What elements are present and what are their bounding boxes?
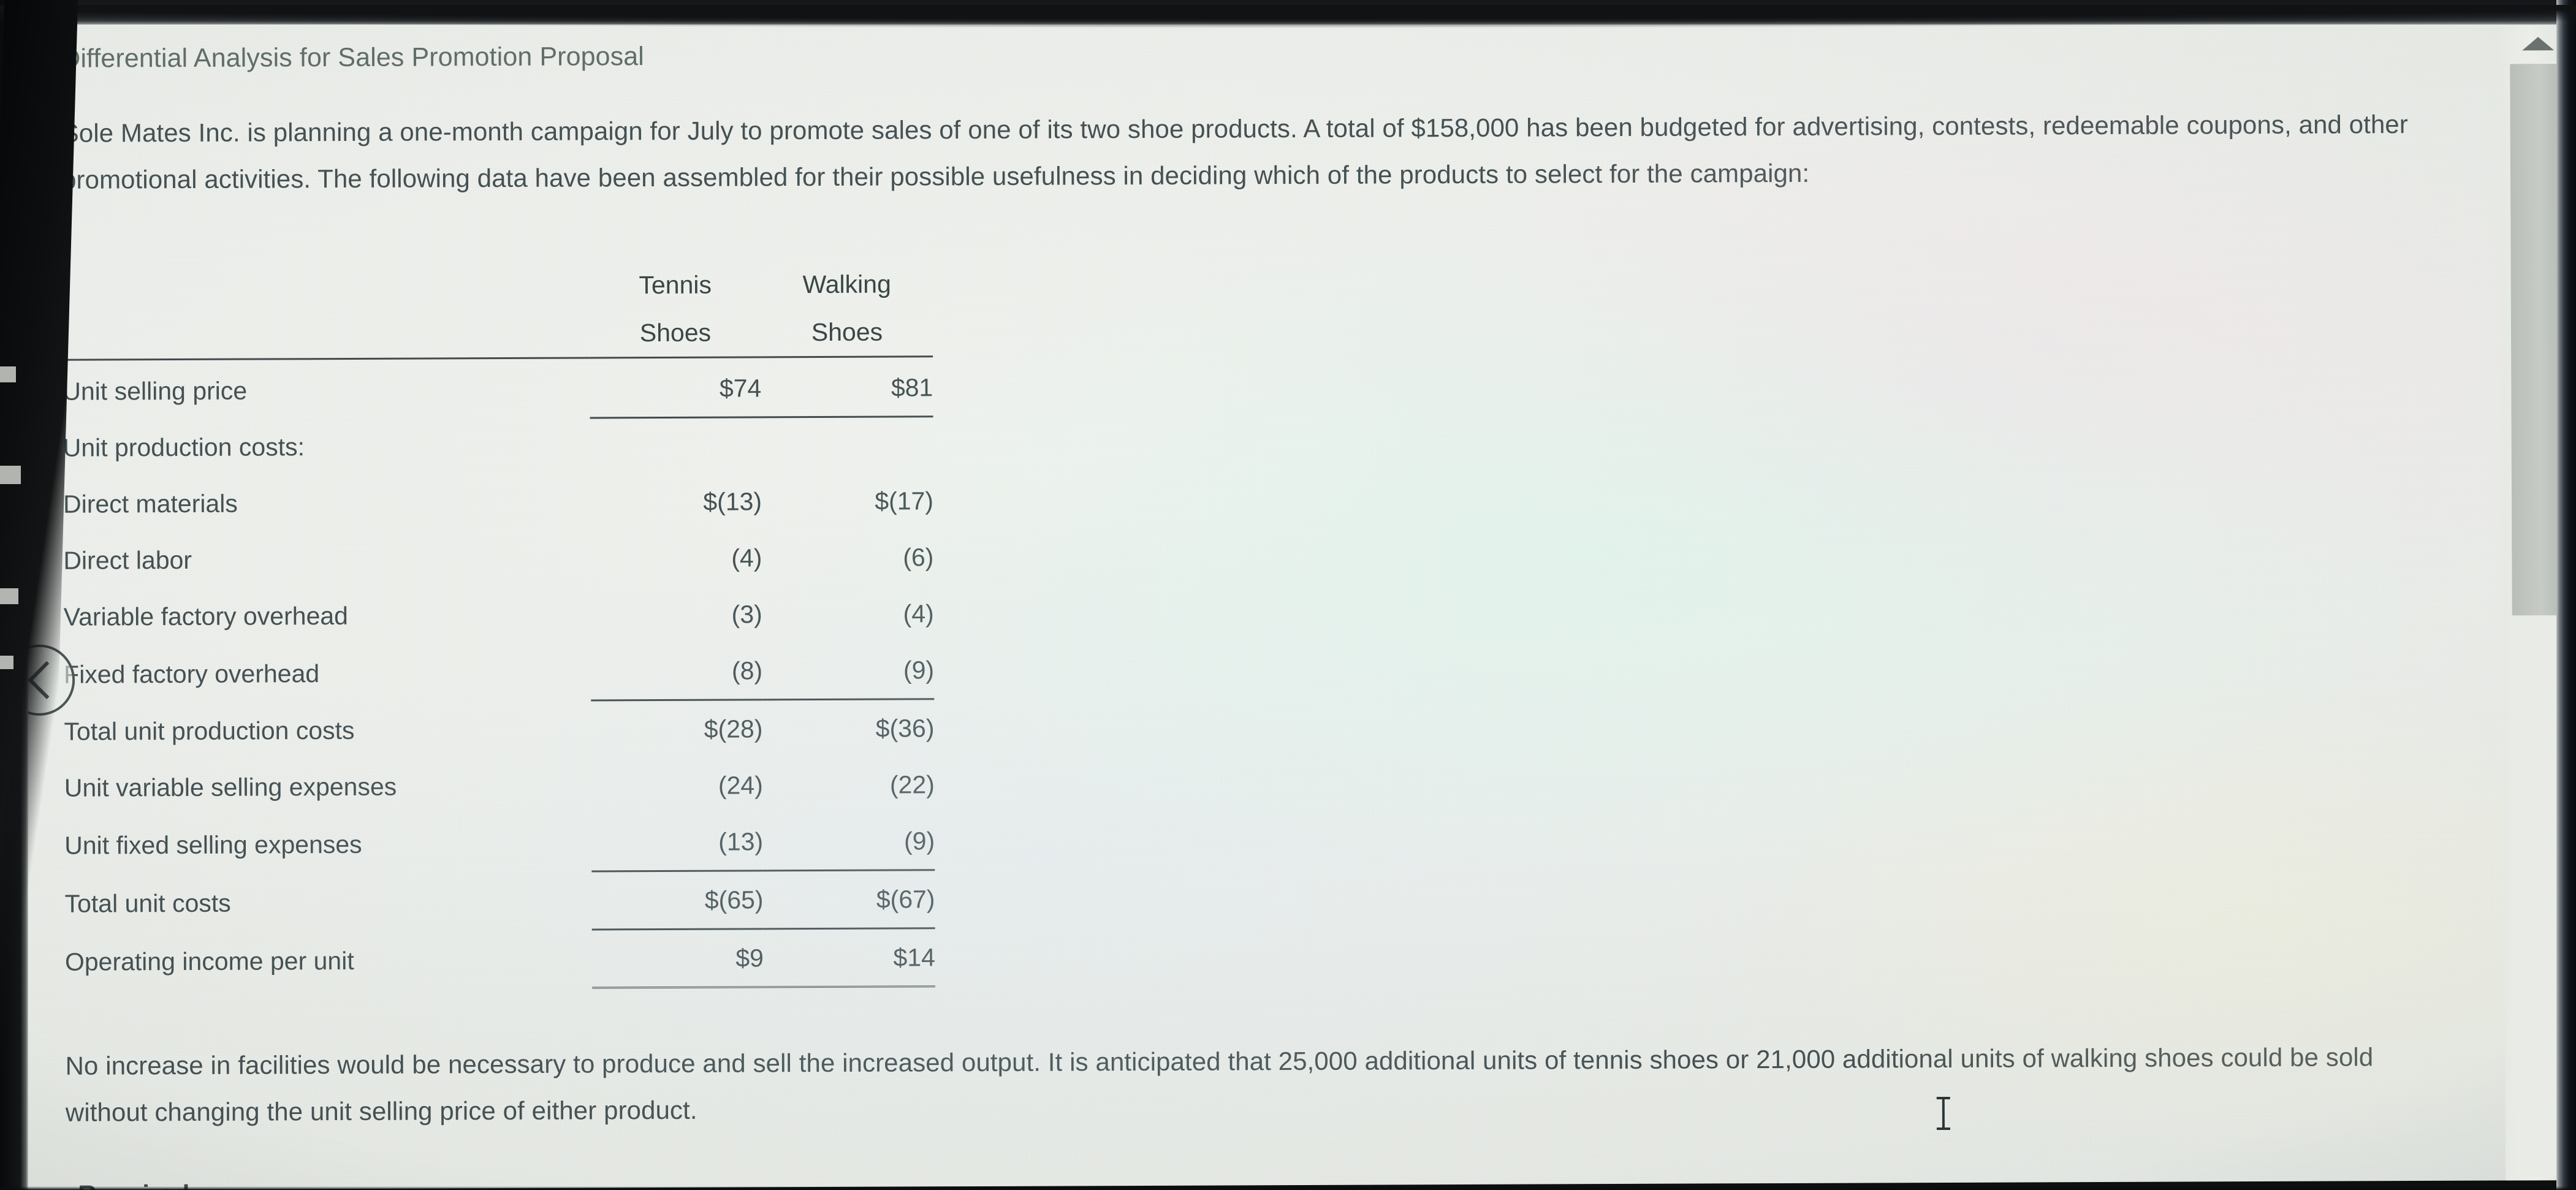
row-value-walking: (9) — [762, 813, 935, 871]
bezel-reflection-mark — [0, 466, 21, 484]
row-label: Variable factory overhead — [63, 601, 349, 631]
row-value-walking: $(17) — [875, 487, 934, 515]
table-row: Variable factory overhead (3) (4) — [64, 585, 934, 645]
row-label: Direct labor — [63, 545, 192, 575]
row-label: Total unit costs — [64, 889, 231, 918]
row-value-tennis: $(28) — [704, 714, 763, 743]
table-header-row-2: Shoes Shoes — [63, 308, 933, 360]
bezel-reflection-mark — [0, 588, 18, 604]
row-value-tennis: $74 — [590, 359, 762, 418]
chevron-left-icon — [28, 661, 66, 699]
row-value-walking: $14 — [763, 928, 936, 987]
table-row: Total unit production costs $(28) $(36) — [64, 699, 934, 760]
table-row: Unit selling price $74 $81 — [63, 358, 933, 420]
table-header-row-1: Tennis Walking — [63, 260, 933, 311]
table-row: Operating income per unit $9 $14 — [64, 928, 936, 990]
triangle-up-icon[interactable] — [2522, 37, 2555, 51]
row-value-tennis: (8) — [590, 642, 763, 700]
row-value-tennis: (3) — [731, 600, 762, 629]
vertical-scrollbar[interactable] — [2501, 26, 2576, 1181]
row-label: Unit fixed selling expenses — [64, 830, 362, 860]
row-value-walking: (4) — [903, 599, 934, 628]
bezel-reflection-mark — [0, 366, 16, 382]
scrollbar-thumb[interactable] — [2510, 64, 2565, 616]
screen-surface: Differential Analysis for Sales Promotio… — [23, 9, 2576, 1190]
row-value-walking: (6) — [903, 543, 934, 572]
required-label: Required: — [78, 1180, 198, 1190]
row-label: Unit selling price — [63, 376, 248, 406]
header-tennis-line1: Tennis — [639, 270, 712, 300]
document-content: Differential Analysis for Sales Promotio… — [23, 9, 2576, 1190]
row-value-tennis: (13) — [591, 813, 764, 871]
table-row: Unit production costs: — [63, 416, 933, 476]
row-label: Operating income per unit — [64, 946, 354, 976]
row-value-tennis: $9 — [591, 928, 764, 988]
table-row: Direct labor (4) (6) — [63, 529, 933, 588]
row-value-walking: (9) — [762, 642, 935, 700]
unit-cost-table: Tennis Walking Shoes Shoes — [63, 260, 936, 990]
text-ibeam-cursor — [1936, 1096, 1950, 1131]
row-value-walking: $(67) — [763, 870, 935, 929]
row-value-walking: $(36) — [875, 714, 935, 743]
row-value-walking — [762, 416, 933, 473]
closing-paragraph: No increase in facilities would be neces… — [65, 1042, 2374, 1127]
header-blank-1 — [63, 261, 590, 311]
header-blank-2 — [63, 309, 590, 360]
table-row: Direct materials $(13) $(17) — [63, 472, 933, 532]
header-walking-line2: Shoes — [811, 317, 883, 347]
row-label: Total unit production costs — [64, 716, 355, 746]
table-row: Fixed factory overhead (8) (9) — [64, 642, 935, 702]
row-value-walking: (22) — [889, 770, 935, 799]
row-value-tennis: $(65) — [591, 870, 764, 930]
row-label: Unit production costs: — [63, 433, 305, 462]
header-tennis-line2: Shoes — [639, 318, 712, 347]
table-row: Unit variable selling expenses (24) (22) — [64, 756, 935, 816]
table-row: Total unit costs $(65) $(67) — [64, 870, 935, 931]
row-value-tennis: (4) — [731, 544, 762, 572]
intro-paragraph: Sole Mates Inc. is planning a one-month … — [61, 110, 2409, 194]
row-label: Fixed factory overhead — [64, 659, 320, 689]
row-value-tennis — [590, 417, 762, 474]
table-row: Unit fixed selling expenses (13) (9) — [64, 813, 935, 873]
row-value-tennis: (24) — [718, 771, 763, 800]
bezel-reflection-mark — [0, 656, 13, 669]
row-value-walking: $81 — [761, 358, 933, 417]
page-title: Differential Analysis for Sales Promotio… — [61, 42, 645, 74]
row-label: Unit variable selling expenses — [64, 772, 397, 802]
row-label: Direct materials — [63, 489, 238, 518]
row-value-tennis: $(13) — [703, 487, 762, 516]
header-walking-line1: Walking — [802, 270, 891, 299]
